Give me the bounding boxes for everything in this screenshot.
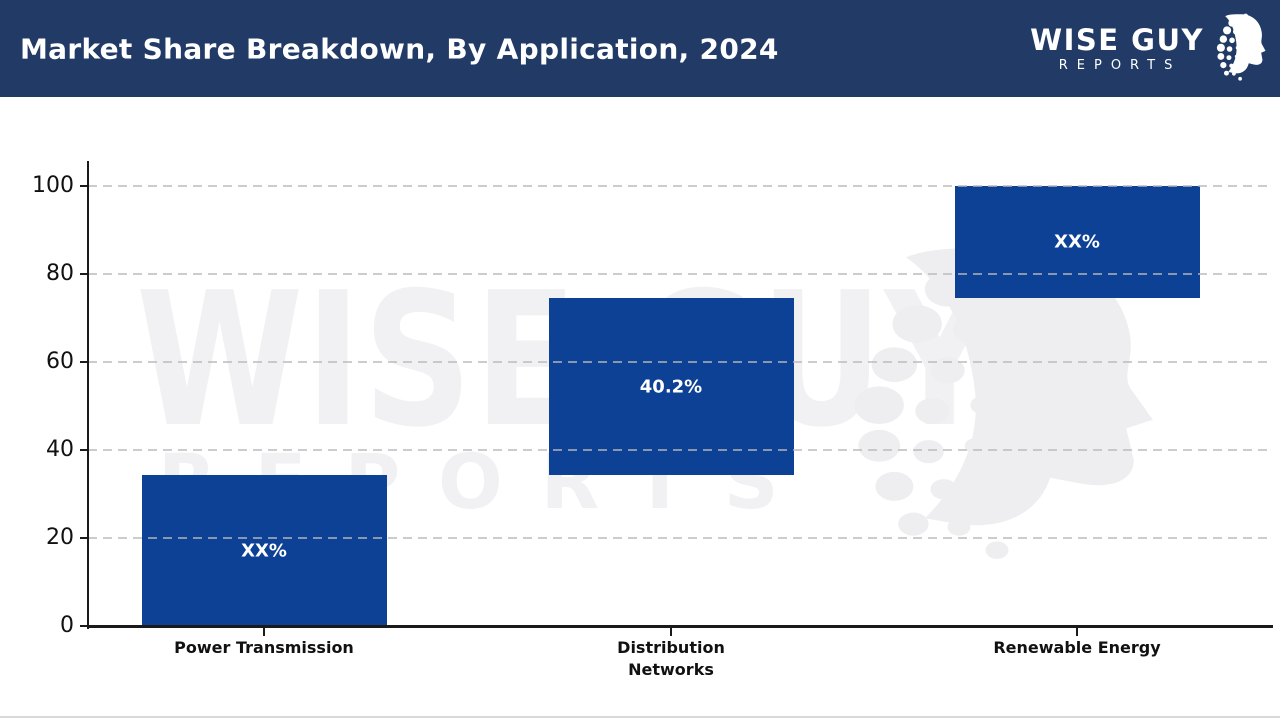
x-axis-category-label: Distribution Networks	[617, 638, 725, 679]
bottom-divider	[0, 716, 1280, 718]
logo-subtitle: REPORTS	[1058, 58, 1182, 74]
y-axis-tick	[80, 273, 88, 275]
x-axis-tick	[670, 628, 672, 636]
y-axis-tick	[80, 449, 88, 451]
y-axis-tick-label: 20	[46, 525, 74, 550]
gridline	[88, 449, 1272, 451]
y-axis-tick-label: 40	[46, 437, 74, 462]
header: Market Share Breakdown, By Application, …	[0, 0, 1280, 97]
bar-value-label: 40.2%	[639, 376, 703, 398]
bar-value-label: XX%	[1054, 231, 1100, 253]
wiseguy-face-logo-icon	[1216, 13, 1266, 81]
gridline	[88, 185, 1272, 187]
gridline	[88, 361, 1272, 363]
gridline	[88, 537, 1272, 539]
x-axis-spine	[87, 625, 1273, 628]
bar	[954, 186, 1200, 299]
y-axis-tick-label: 80	[46, 261, 74, 286]
bar-value-label: XX%	[241, 540, 287, 562]
y-axis-tick	[80, 185, 88, 187]
x-axis-tick	[1076, 628, 1078, 636]
y-axis-tick	[80, 537, 88, 539]
y-axis-tick-label: 100	[32, 173, 74, 198]
y-axis-spine	[87, 161, 89, 629]
x-axis-category-label: Renewable Energy	[993, 638, 1161, 657]
logo-text: WISE GUY REPORTS	[1030, 22, 1204, 74]
logo: WISE GUY REPORTS	[1030, 6, 1268, 92]
x-axis-category-label: Power Transmission	[174, 638, 354, 657]
y-axis-tick	[80, 361, 88, 363]
page-title: Market Share Breakdown, By Application, …	[20, 32, 779, 65]
y-axis-tick	[80, 625, 88, 627]
x-axis-tick	[263, 628, 265, 636]
gridline	[88, 273, 1272, 275]
y-axis-tick-label: 0	[60, 613, 74, 638]
bar	[548, 298, 794, 476]
bar	[141, 475, 387, 626]
y-axis-tick-label: 60	[46, 349, 74, 374]
logo-wordmark: WISE GUY	[1030, 22, 1204, 57]
